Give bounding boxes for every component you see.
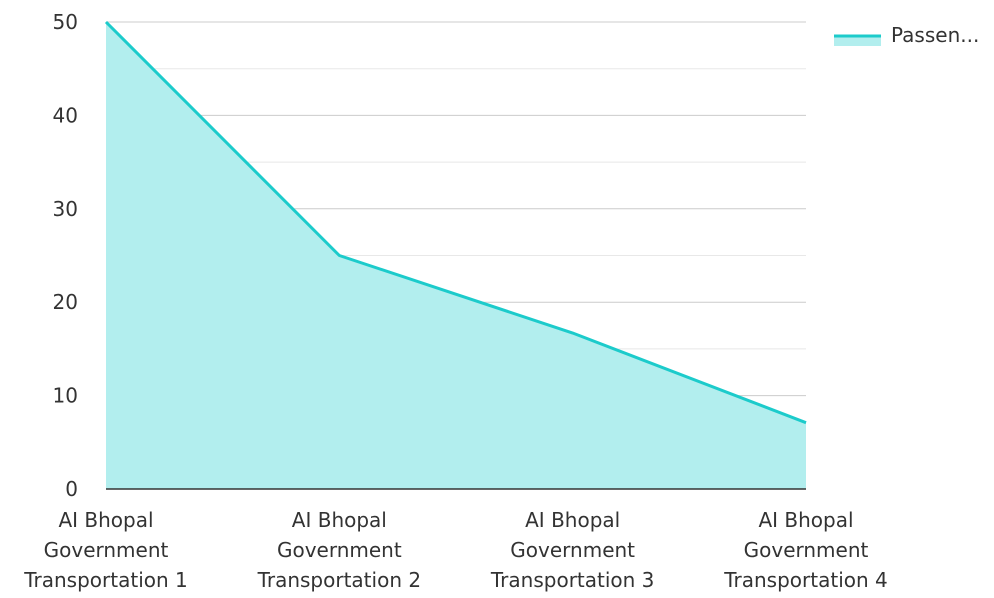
x-category-label-line: Government — [510, 538, 635, 562]
y-tick-label: 50 — [53, 10, 78, 34]
x-category-label-line: Government — [744, 538, 869, 562]
x-category-label: AI Bhopal Government Transportation 3 — [490, 508, 655, 592]
x-category-label-line: AI Bhopal — [525, 508, 620, 532]
x-category-label-line: Transportation 1 — [23, 568, 188, 592]
x-category-label: AI Bhopal Government Transportation 4 — [723, 508, 888, 592]
x-category-label-line: AI Bhopal — [292, 508, 387, 532]
x-category-label-line: AI Bhopal — [58, 508, 153, 532]
y-tick-label: 30 — [53, 197, 78, 221]
x-category-label-line: Transportation 4 — [723, 568, 888, 592]
y-tick-label: 10 — [53, 384, 78, 408]
y-tick-label: 0 — [65, 477, 78, 501]
legend[interactable]: Passen... — [834, 23, 979, 47]
y-axis-tick-labels: 0 10 20 30 40 50 — [53, 10, 78, 501]
x-category-label-line: Government — [277, 538, 402, 562]
x-category-label-line: Government — [44, 538, 169, 562]
x-category-label-line: AI Bhopal — [758, 508, 853, 532]
y-tick-label: 20 — [53, 290, 78, 314]
x-category-label: AI Bhopal Government Transportation 1 — [23, 508, 188, 592]
x-category-label: AI Bhopal Government Transportation 2 — [257, 508, 422, 592]
legend-label: Passen... — [891, 23, 979, 47]
y-tick-label: 40 — [53, 103, 78, 127]
x-category-label-line: Transportation 2 — [257, 568, 422, 592]
x-category-label-line: Transportation 3 — [490, 568, 655, 592]
